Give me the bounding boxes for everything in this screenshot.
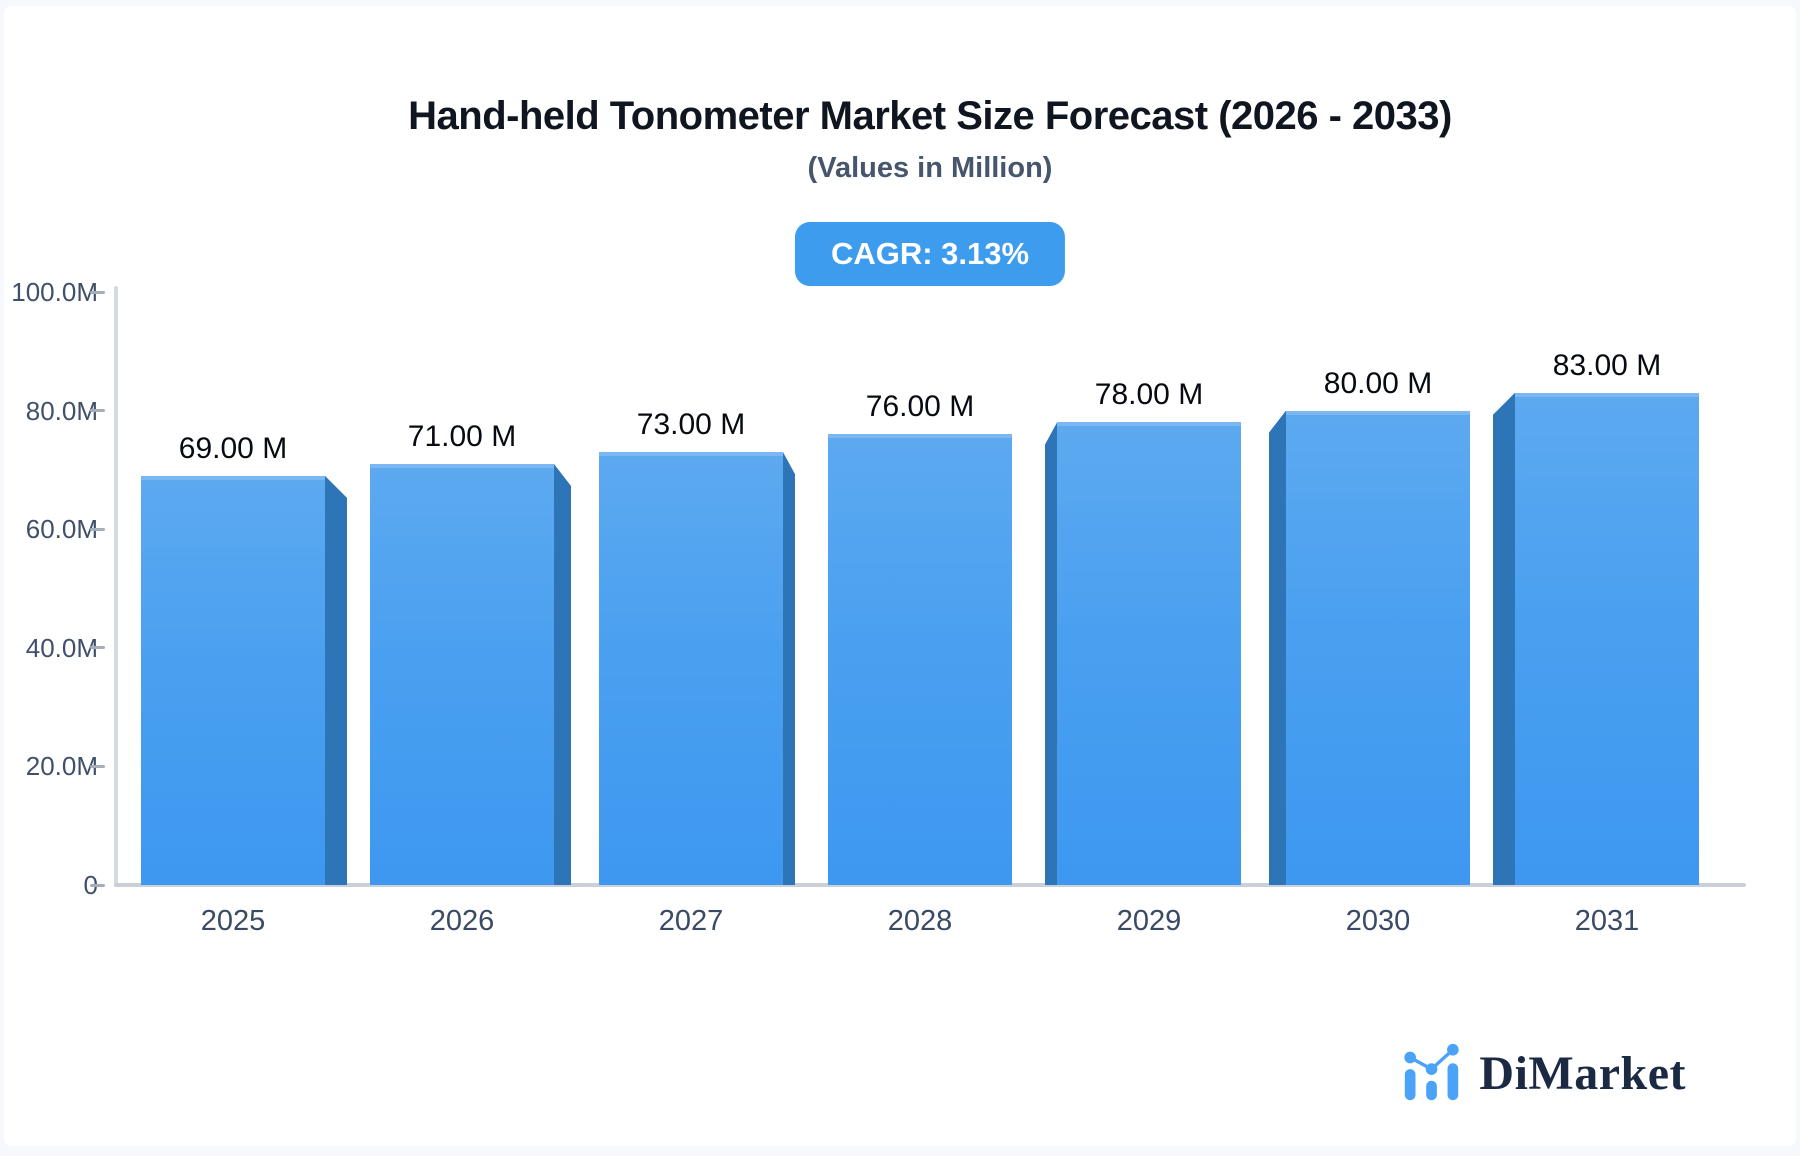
x-axis-line: [114, 883, 1746, 887]
bar-2027: [599, 452, 783, 885]
dimarket-logo-icon: [1404, 1043, 1460, 1101]
y-axis-line: [114, 286, 118, 887]
y-axis-label: 20.0M: [25, 751, 98, 782]
page-title: Hand-held Tonometer Market Size Forecast…: [408, 94, 1452, 138]
x-axis-label: 2028: [887, 905, 953, 937]
bar-value-label: 80.00 M: [1323, 366, 1433, 400]
y-axis-label: 80.0M: [25, 395, 98, 426]
y-axis-tick: [90, 646, 105, 650]
x-axis-label: 2025: [200, 905, 266, 937]
bar-2031: [1515, 392, 1699, 885]
bar-3d-side: [554, 463, 571, 885]
dimarket-logo-text: DiMarket: [1479, 1046, 1686, 1100]
bar-3d-side: [783, 452, 795, 885]
y-axis-tick: [90, 883, 105, 887]
bar-chart-plot-area: 100.0M 80.0M 60.0M 40.0M 20.0M 0 69.00 M 2025 71…: [4, 6, 1796, 1146]
bar-value-label: 78.00 M: [1094, 378, 1204, 412]
dimarket-logo: DiMarket: [1399, 1040, 1686, 1106]
bar-value-label: 71.00 M: [407, 419, 517, 453]
chart-card: Hand-held Tonometer Market Size Forecast…: [4, 6, 1796, 1146]
bar-2025: [141, 475, 325, 885]
x-axis-label: 2027: [658, 905, 724, 937]
bar-value-label: 73.00 M: [636, 408, 746, 442]
y-axis-tick: [90, 290, 105, 294]
bar-value-label: 76.00 M: [865, 390, 975, 424]
bar-3d-side: [1045, 422, 1057, 885]
y-axis-label: 0: [4, 870, 98, 900]
bar-2029: [1057, 422, 1241, 885]
cagr-badge: CAGR: 3.13%: [794, 222, 1066, 286]
x-axis-label: 2029: [1116, 905, 1182, 937]
x-axis-label: 2030: [1345, 905, 1411, 937]
bar-2028: [828, 434, 1012, 885]
y-axis-label: 100.0M: [11, 277, 98, 307]
y-axis-tick: [90, 764, 105, 768]
y-axis-label: 60.0M: [25, 514, 98, 545]
x-axis-label: 2026: [429, 905, 495, 937]
x-axis-label: 2031: [1574, 905, 1640, 937]
bar-value-label: 69.00 M: [178, 431, 288, 465]
bar-3d-side: [1269, 410, 1286, 885]
y-axis-tick: [90, 527, 105, 531]
y-axis-label: 40.0M: [25, 632, 98, 663]
bar-2030: [1286, 410, 1470, 885]
bar-2026: [370, 463, 554, 885]
bar-value-label: 83.00 M: [1552, 348, 1662, 382]
bar-3d-side: [325, 475, 347, 885]
chart-subtitle: (Values in Million): [807, 152, 1053, 184]
bar-3d-side: [1493, 392, 1515, 885]
y-axis-tick: [90, 409, 105, 413]
